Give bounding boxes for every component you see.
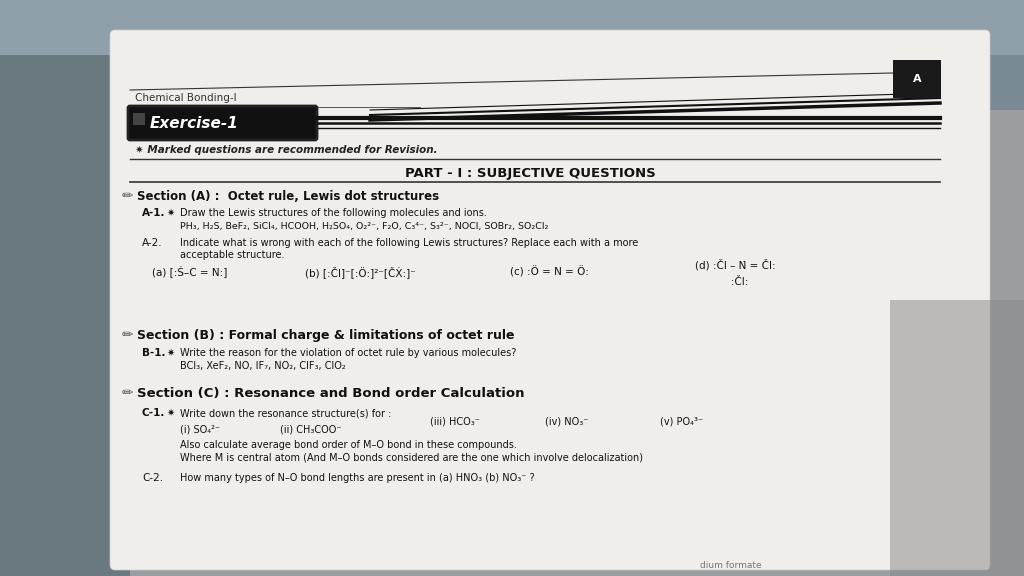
Bar [893,60,941,98]
FancyBboxPatch shape [128,106,317,140]
Text: ✷: ✷ [167,408,175,418]
Text: Section (B) : Formal charge & limitations of octet rule: Section (B) : Formal charge & limitation… [137,328,514,342]
Text: (a) [:Ṡ–C = Ṅ:]: (a) [:Ṡ–C = Ṅ:] [152,266,227,278]
Text: (d) :Čl – Ṅ = Čl:: (d) :Čl – Ṅ = Čl: [695,259,775,271]
FancyBboxPatch shape [110,30,990,570]
Text: Section (A) :  Octet rule, Lewis dot structures: Section (A) : Octet rule, Lewis dot stru… [137,190,439,203]
Text: (iii) HCO₃⁻: (iii) HCO₃⁻ [430,417,480,427]
Text: C-2.: C-2. [142,473,163,483]
Text: A-1.: A-1. [142,208,166,218]
Text: :Čl:: :Čl: [695,277,749,287]
Text: ✏: ✏ [122,386,133,400]
Text: C-1.: C-1. [142,408,165,418]
Text: A-2.: A-2. [142,238,163,248]
Text: dium formate: dium formate [700,560,762,570]
Text: (c) :Ö = N = Ö:: (c) :Ö = N = Ö: [510,266,589,278]
Text: Where M is central atom (And M–O bonds considered are the one which involve delo: Where M is central atom (And M–O bonds c… [180,453,643,463]
Text: PART - I : SUBJECTIVE QUESTIONS: PART - I : SUBJECTIVE QUESTIONS [404,166,655,180]
Text: (i) SO₄²⁻: (i) SO₄²⁻ [180,425,220,435]
Text: (ii) CH₃COO⁻: (ii) CH₃COO⁻ [280,425,341,435]
Text: Exercise-1: Exercise-1 [150,116,239,131]
Text: How many types of N–O bond lengths are present in (a) HNO₃ (b) NO₃⁻ ?: How many types of N–O bond lengths are p… [180,473,535,483]
Text: Write down the resonance structure(s) for :: Write down the resonance structure(s) fo… [180,408,391,418]
Text: Indicate what is wrong with each of the following Lewis structures? Replace each: Indicate what is wrong with each of the … [180,238,638,248]
Text: ✷ Marked questions are recommended for Revision.: ✷ Marked questions are recommended for R… [135,145,437,155]
Text: BCl₃, XeF₂, NO, IF₇, NO₂, ClF₃, ClO₂: BCl₃, XeF₂, NO, IF₇, NO₂, ClF₃, ClO₂ [180,361,346,371]
Text: (b) [:Čl]⁻[:Ö:]²⁻[ČẊ:]⁻: (b) [:Čl]⁻[:Ö:]²⁻[ČẊ:]⁻ [305,266,416,278]
Text: ✏: ✏ [122,189,133,203]
Bar [890,300,1024,576]
Text: Write the reason for the violation of octet rule by various molecules?: Write the reason for the violation of oc… [180,348,516,358]
Text: acceptable structure.: acceptable structure. [180,250,285,260]
Bar [0,0,1024,55]
Text: Draw the Lewis structures of the following molecules and ions.: Draw the Lewis structures of the followi… [180,208,486,218]
Bar [0,0,130,576]
Text: A: A [912,74,922,84]
Text: Chemical Bonding-I: Chemical Bonding-I [135,93,237,103]
Text: (v) PO₄³⁻: (v) PO₄³⁻ [660,417,703,427]
Text: Also calculate average bond order of M–O bond in these compounds.: Also calculate average bond order of M–O… [180,440,517,450]
Text: ✷: ✷ [167,208,175,218]
Text: ✷: ✷ [167,348,175,358]
Bar [133,113,145,125]
Bar [115,55,985,565]
Bar [0,0,1024,110]
Text: PH₃, H₂S, BeF₂, SiCl₄, HCOOH, H₂SO₄, O₂²⁻, F₂O, C₃⁴⁻, S₃²⁻, NOCl, SOBr₂, SO₂Cl₂: PH₃, H₂S, BeF₂, SiCl₄, HCOOH, H₂SO₄, O₂²… [180,222,549,230]
Text: Section (C) : Resonance and Bond order Calculation: Section (C) : Resonance and Bond order C… [137,386,524,400]
Text: B-1.: B-1. [142,348,166,358]
Text: (iv) NO₃⁻: (iv) NO₃⁻ [545,417,589,427]
Text: ✏: ✏ [122,328,133,342]
